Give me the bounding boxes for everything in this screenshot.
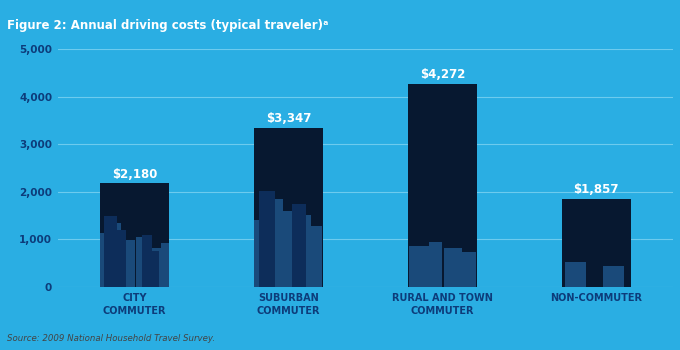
Text: $1,857: $1,857: [573, 183, 619, 196]
Bar: [296, 215, 311, 287]
Text: $2,180: $2,180: [112, 168, 157, 181]
Bar: [462, 252, 475, 287]
Bar: [254, 128, 323, 287]
Bar: [409, 246, 428, 287]
Text: Figure 2: Annual driving costs (typical traveler)ᵃ: Figure 2: Annual driving costs (typical …: [7, 19, 328, 32]
Bar: [254, 220, 271, 287]
Bar: [136, 237, 147, 287]
Bar: [565, 262, 586, 287]
Text: $3,347: $3,347: [266, 112, 311, 125]
Text: Source: 2009 National Household Travel Survey.: Source: 2009 National Household Travel S…: [7, 334, 215, 343]
Bar: [428, 242, 443, 287]
Bar: [112, 223, 121, 287]
Bar: [309, 226, 322, 287]
Bar: [161, 243, 169, 287]
Bar: [120, 240, 135, 287]
Bar: [292, 204, 306, 287]
Bar: [152, 251, 159, 287]
Bar: [100, 233, 113, 287]
Bar: [269, 199, 283, 287]
Bar: [100, 183, 169, 287]
Bar: [562, 198, 631, 287]
Bar: [444, 248, 462, 287]
Bar: [103, 216, 118, 287]
Bar: [408, 84, 477, 287]
Bar: [141, 235, 152, 287]
Bar: [260, 191, 275, 287]
Bar: [282, 211, 294, 287]
Text: $4,272: $4,272: [420, 68, 465, 81]
Bar: [147, 247, 161, 287]
Bar: [603, 266, 624, 287]
Bar: [118, 230, 126, 287]
